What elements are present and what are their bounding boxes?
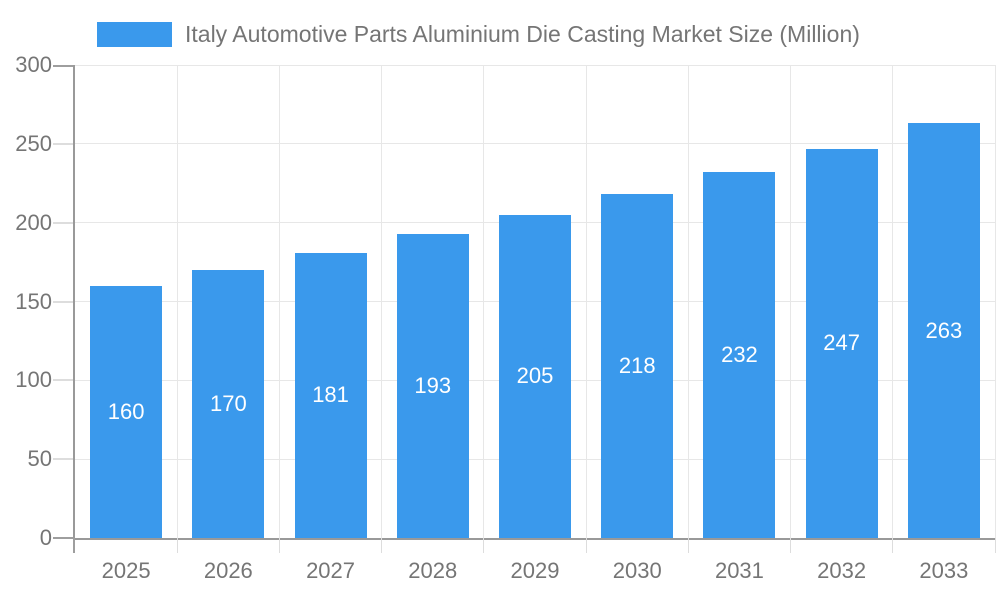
bar-value-label: 232 <box>721 342 758 368</box>
y-axis-label: 0 <box>39 525 52 550</box>
y-axis-tick <box>53 65 73 67</box>
x-axis-label: 2027 <box>306 558 356 583</box>
bar-2033[interactable]: 263 <box>907 123 980 538</box>
y-axis-tick <box>53 300 73 303</box>
x-axis-tick <box>381 538 383 553</box>
bar-2028[interactable]: 193 <box>396 233 469 538</box>
gridline-vertical <box>790 65 792 538</box>
x-axis-tick <box>585 538 587 553</box>
legend-item[interactable]: Italy Automotive Parts Aluminium Die Cas… <box>97 22 860 47</box>
x-axis-label: 2029 <box>510 558 560 583</box>
bar-value-label: 193 <box>414 372 452 398</box>
bar-2029[interactable]: 205 <box>499 214 571 538</box>
legend-label: Italy Automotive Parts Aluminium Die Cas… <box>185 21 860 47</box>
gridline-vertical <box>176 65 178 538</box>
bar-value-label: 181 <box>312 382 349 408</box>
x-axis-label: 2028 <box>408 558 458 583</box>
bar-value-label: 170 <box>209 390 247 416</box>
gridline-vertical <box>687 65 689 538</box>
bar-value-label: 218 <box>618 353 656 379</box>
x-axis-tick <box>994 538 996 553</box>
bar-value-label: 205 <box>516 363 554 389</box>
y-axis-label: 50 <box>27 446 52 472</box>
gridline-vertical <box>483 65 485 538</box>
y-axis-label: 200 <box>15 209 52 235</box>
x-axis-tick <box>892 538 894 553</box>
x-axis-tick <box>687 538 689 553</box>
x-axis-tick <box>790 538 792 553</box>
gridline-vertical <box>585 65 587 538</box>
gridline-horizontal <box>75 143 995 145</box>
y-axis-label: 150 <box>15 288 52 314</box>
gridline-vertical <box>892 65 894 538</box>
y-axis-tick <box>53 142 73 145</box>
bar-value-label: 160 <box>107 398 145 424</box>
y-axis-label: 300 <box>15 52 52 77</box>
y-axis-tick <box>53 537 73 539</box>
bar-value-label: 247 <box>823 330 861 356</box>
y-axis-tick <box>53 379 73 382</box>
gridline-vertical <box>994 65 996 538</box>
bar-value-label: 263 <box>925 317 963 343</box>
y-axis-label: 250 <box>15 130 52 156</box>
x-axis-label: 2030 <box>612 558 662 583</box>
y-axis-extension-tick <box>73 538 75 553</box>
x-axis-label: 2031 <box>714 558 764 583</box>
x-axis-label: 2026 <box>203 558 253 583</box>
x-axis-tick <box>483 538 485 553</box>
gridline-vertical <box>278 65 280 538</box>
y-axis-label: 100 <box>15 367 52 393</box>
y-axis-tick <box>53 458 73 461</box>
gridline-vertical <box>381 65 383 538</box>
bar-2030[interactable]: 218 <box>601 194 674 538</box>
bar-2026[interactable]: 170 <box>192 269 265 538</box>
x-axis-label: 2032 <box>817 558 867 583</box>
x-axis-label: 2033 <box>919 558 969 583</box>
y-axis-tick <box>53 221 73 224</box>
bar-2032[interactable]: 247 <box>805 148 878 538</box>
x-axis-tick <box>176 538 178 553</box>
bar-2025[interactable]: 160 <box>90 285 163 538</box>
legend-swatch <box>97 22 172 47</box>
x-axis-label: 2025 <box>101 558 151 583</box>
plot-area: 0 50 100 150 200 250 300 2025 160 2026 170 2027 181 2… <box>15 52 996 583</box>
gridline-horizontal <box>75 64 995 66</box>
bar-2027[interactable]: 181 <box>294 252 367 538</box>
x-axis-tick <box>278 538 280 553</box>
bar-2031[interactable]: 232 <box>703 172 776 538</box>
